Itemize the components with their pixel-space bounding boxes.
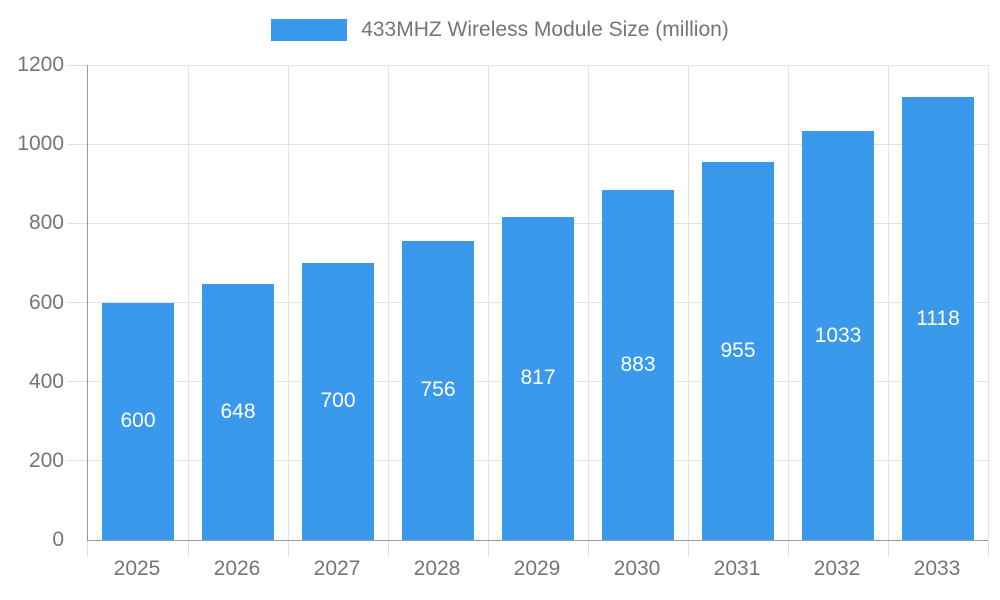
y-axis-tick bbox=[67, 302, 87, 303]
vertical-gridline bbox=[287, 65, 289, 540]
bar-2030[interactable]: 883 bbox=[602, 190, 674, 540]
bar-2026[interactable]: 648 bbox=[202, 283, 274, 540]
vertical-gridline bbox=[787, 65, 789, 540]
bar-2027[interactable]: 700 bbox=[302, 262, 374, 540]
horizontal-gridline bbox=[88, 143, 988, 145]
y-axis-tick bbox=[67, 381, 87, 383]
bar-value-label: 756 bbox=[420, 378, 456, 402]
y-axis-label: 400 bbox=[28, 369, 64, 393]
y-axis-label: 600 bbox=[28, 290, 64, 314]
x-axis-label: 2033 bbox=[913, 557, 961, 580]
vertical-gridline bbox=[887, 65, 889, 540]
bar-value-label: 883 bbox=[620, 353, 656, 377]
vertical-gridline bbox=[687, 65, 689, 540]
bar-2031[interactable]: 955 bbox=[702, 161, 774, 540]
bar-value-label: 600 bbox=[120, 409, 156, 433]
y-axis-tick bbox=[67, 64, 87, 66]
y-axis-label: 1000 bbox=[17, 132, 64, 156]
vertical-gridline bbox=[187, 65, 189, 540]
x-axis-tick bbox=[287, 541, 289, 556]
x-axis-tick bbox=[887, 541, 889, 556]
x-axis-label: 2030 bbox=[613, 557, 661, 580]
horizontal-gridline bbox=[88, 64, 988, 66]
y-axis-tick bbox=[67, 143, 87, 145]
x-axis-label: 2031 bbox=[713, 557, 761, 580]
x-axis-label: 2028 bbox=[413, 557, 461, 580]
legend-swatch-icon bbox=[271, 19, 348, 41]
bar-value-label: 1118 bbox=[916, 306, 960, 330]
legend-item[interactable]: 433MHZ Wireless Module Size (million) bbox=[271, 18, 729, 42]
bar-2028[interactable]: 756 bbox=[402, 240, 474, 540]
legend: 433MHZ Wireless Module Size (million) bbox=[0, 18, 1000, 42]
x-axis-tick bbox=[387, 541, 389, 556]
x-axis-label: 2027 bbox=[313, 557, 361, 580]
bar-value-label: 817 bbox=[520, 366, 556, 390]
x-axis-tick bbox=[187, 541, 189, 556]
legend-label: 433MHZ Wireless Module Size (million) bbox=[361, 18, 729, 41]
x-axis-tick bbox=[787, 541, 789, 556]
y-axis-label: 0 bbox=[52, 528, 64, 551]
bar-2032[interactable]: 1033 bbox=[802, 131, 874, 540]
x-axis-label: 2025 bbox=[113, 557, 161, 580]
bar-2029[interactable]: 817 bbox=[502, 216, 574, 540]
x-axis-label: 2032 bbox=[813, 557, 861, 580]
bar-2033[interactable]: 1118 bbox=[902, 97, 974, 540]
x-axis-tick bbox=[987, 541, 989, 556]
bar-value-label: 648 bbox=[220, 399, 256, 423]
y-axis-label: 1200 bbox=[17, 53, 64, 76]
plot-area: 600 648 700 756 817 883 955 1033 1118 bbox=[67, 64, 989, 556]
y-axis-tick bbox=[67, 460, 87, 462]
x-axis-label: 2029 bbox=[513, 557, 561, 580]
y-axis-label: 800 bbox=[28, 211, 64, 235]
x-axis-label: 2026 bbox=[213, 557, 261, 580]
vertical-gridline bbox=[587, 65, 589, 540]
x-axis-tick bbox=[87, 541, 88, 556]
bar-value-label: 700 bbox=[320, 389, 356, 413]
vertical-gridline bbox=[387, 65, 389, 540]
bar-value-label: 1033 bbox=[814, 323, 862, 347]
bar-value-label: 955 bbox=[720, 338, 756, 362]
vertical-gridline bbox=[987, 65, 989, 540]
bar-2025[interactable]: 600 bbox=[102, 302, 174, 540]
x-axis-tick bbox=[587, 541, 589, 556]
vertical-gridline bbox=[487, 65, 489, 540]
y-axis-tick bbox=[67, 222, 87, 224]
x-axis-tick bbox=[687, 541, 689, 556]
x-axis-tick bbox=[487, 541, 489, 556]
y-axis-label: 200 bbox=[28, 448, 64, 472]
